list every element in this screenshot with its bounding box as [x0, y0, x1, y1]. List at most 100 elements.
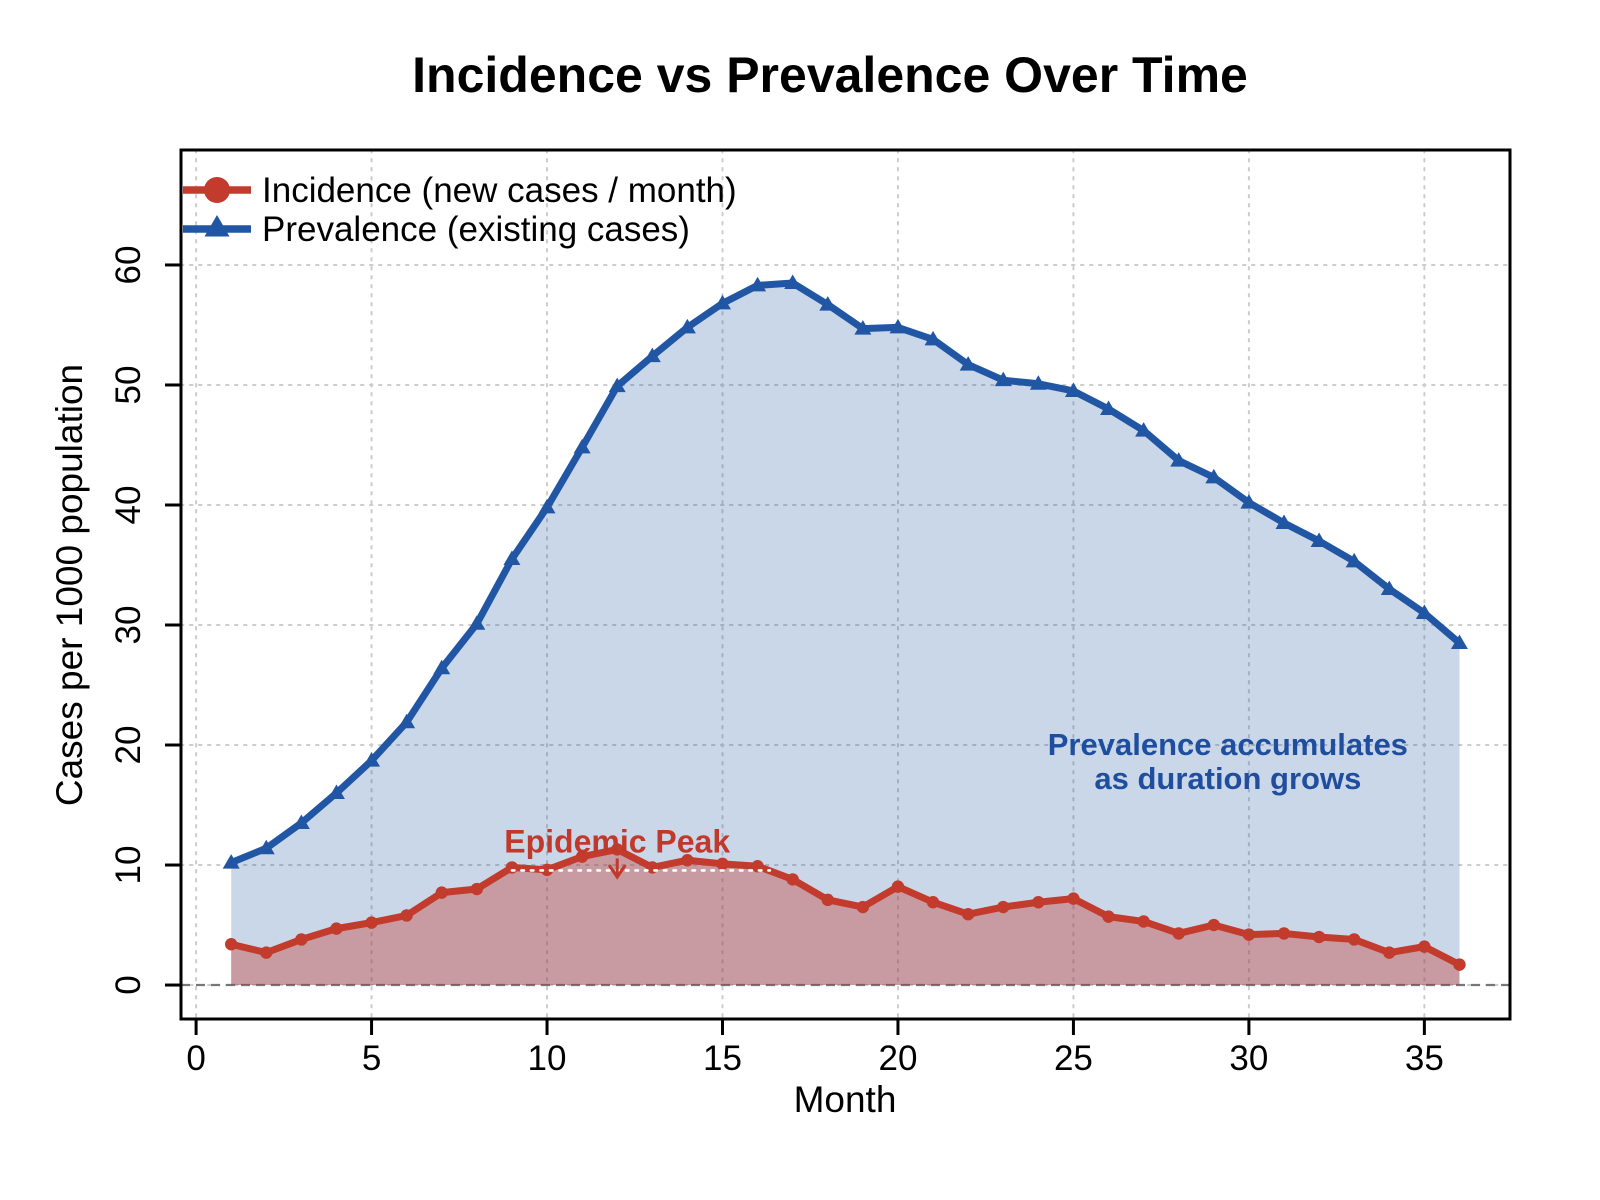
incidence-marker-circle — [1067, 892, 1080, 905]
incidence-marker-circle — [997, 900, 1010, 914]
prevalence-marker-triangle — [1345, 552, 1363, 568]
incidence-marker-circle — [330, 922, 343, 935]
prevalence-marker-triangle — [1415, 604, 1433, 620]
x-tick-label: 10 — [528, 1039, 567, 1078]
plot-area: 0 5 10 15 20 25 30 35 0 10 20 30 40 50 60 — [109, 148, 1512, 1078]
incidence-marker-circle — [716, 857, 729, 871]
prevalence-marker-triangle — [327, 784, 345, 800]
incidence-marker-circle — [1277, 927, 1291, 940]
y-tick-label: 50 — [109, 366, 148, 405]
prevalence-marker-triangle — [538, 498, 556, 514]
annotation-prevalence-note-line1: Prevalence accumulates — [1047, 726, 1408, 762]
legend-marker-incidence-circle — [204, 177, 230, 203]
prevalence-marker-triangle — [292, 814, 310, 830]
prevalence-marker-triangle — [889, 318, 907, 334]
prevalence-marker-triangle — [1170, 452, 1188, 467]
prevalence-marker-triangle — [749, 276, 767, 292]
prevalence-marker-triangle — [924, 330, 942, 346]
y-axis-label: Cases per 1000 population — [49, 363, 90, 807]
prevalence-marker-triangle — [713, 294, 731, 310]
prevalence-marker-triangle — [398, 713, 416, 729]
prevalence-marker-triangle — [1029, 375, 1047, 390]
incidence-marker-circle — [821, 893, 834, 907]
incidence-marker-circle — [786, 873, 799, 886]
prevalence-marker-triangle — [643, 347, 661, 363]
prevalence-marker-triangle — [573, 438, 591, 454]
y-tick-label: 60 — [109, 246, 148, 285]
incidence-marker-circle — [400, 909, 413, 922]
incidence-marker-circle — [1032, 896, 1045, 909]
prevalence-marker-triangle — [1310, 532, 1328, 547]
incidence-marker-circle — [575, 850, 589, 863]
incidence-marker-circle — [1137, 915, 1150, 928]
prevalence-marker-triangle — [678, 318, 696, 334]
prevalence-marker-triangle — [819, 296, 837, 311]
prevalence-marker-triangle — [222, 854, 240, 869]
prevalence-marker-triangle — [959, 356, 977, 371]
prevalence-marker-triangle — [784, 274, 802, 289]
y-tick-label: 40 — [109, 486, 148, 525]
prevalence-marker-triangle — [1450, 634, 1468, 650]
x-tick-label: 25 — [1054, 1039, 1093, 1078]
legend: Incidence (new cases / month) Prevalence… — [183, 171, 737, 249]
incidence-marker-circle — [1383, 946, 1396, 959]
incidence-marker-circle — [1102, 910, 1115, 923]
y-tick-label: 30 — [109, 606, 148, 645]
x-tick-label: 0 — [186, 1039, 205, 1078]
incidence-marker-circle — [611, 843, 624, 856]
prevalence-marker-triangle — [433, 659, 451, 675]
prevalence-marker-triangle — [1100, 400, 1118, 415]
prevalence-marker-triangle — [994, 371, 1012, 387]
incidence-marker-circle — [681, 854, 694, 867]
incidence-marker-circle — [470, 882, 484, 896]
prevalence-marker-triangle — [608, 377, 626, 393]
legend-label-prevalence: Prevalence (existing cases) — [262, 210, 690, 249]
annotation-epidemic-peak: Epidemic Peak — [504, 823, 731, 860]
prevalence-marker-triangle — [1275, 514, 1293, 529]
annotation-prevalence-note-line2: as duration grows — [1094, 760, 1362, 796]
annotation-prevalence-note: Prevalence accumulates as duration grows — [1047, 726, 1408, 796]
prevalence-marker-triangle — [363, 752, 381, 767]
y-tick-label: 10 — [109, 846, 148, 885]
incidence-marker-circle — [1347, 933, 1361, 946]
prevalence-marker-triangle — [1240, 494, 1258, 509]
x-axis-label: Month — [793, 1079, 897, 1120]
legend-marker-prevalence-triangle — [204, 215, 230, 237]
incidence-marker-circle — [505, 861, 519, 874]
incidence-marker-circle — [961, 908, 975, 921]
chart-title: Incidence vs Prevalence Over Time — [412, 47, 1248, 103]
incidence-marker-circle — [1453, 958, 1466, 971]
incidence-area — [231, 849, 1460, 986]
incidence-marker-circle — [540, 863, 554, 877]
prevalence-marker-triangle — [503, 550, 521, 565]
prevalence-marker-triangle — [1135, 422, 1153, 437]
legend-label-incidence: Incidence (new cases / month) — [262, 171, 737, 210]
incidence-marker-circle — [1172, 927, 1185, 940]
prevalence-marker-triangle — [1205, 468, 1223, 484]
incidence-marker-circle — [1242, 928, 1256, 941]
y-tick-label: 0 — [109, 975, 148, 994]
incidence-marker-circle — [926, 896, 940, 909]
epidemic-peak-arrowhead — [608, 864, 627, 880]
incidence-marker-circle — [1207, 918, 1221, 932]
prevalence-marker-triangle — [1064, 382, 1082, 397]
prevalence-marker-triangle — [854, 320, 872, 335]
incidence-marker-circle — [1312, 930, 1326, 944]
incidence-marker-circle — [856, 900, 870, 914]
incidence-marker-circle — [260, 946, 273, 959]
prevalence-marker-triangle — [257, 839, 275, 855]
incidence-marker-circle — [891, 880, 905, 893]
prevalence-marker-triangle — [468, 615, 486, 630]
prevalence-area — [231, 282, 1460, 986]
x-tick-label: 35 — [1405, 1039, 1444, 1078]
x-tick-label: 30 — [1229, 1039, 1268, 1078]
incidence-marker-circle — [1418, 940, 1431, 953]
incidence-marker-circle — [646, 861, 659, 874]
incidence-marker-circle — [435, 886, 448, 899]
x-tick-label: 5 — [362, 1039, 381, 1078]
y-tick-label: 20 — [109, 726, 148, 765]
x-tick-label: 20 — [878, 1039, 917, 1078]
x-tick-label: 15 — [703, 1039, 742, 1078]
